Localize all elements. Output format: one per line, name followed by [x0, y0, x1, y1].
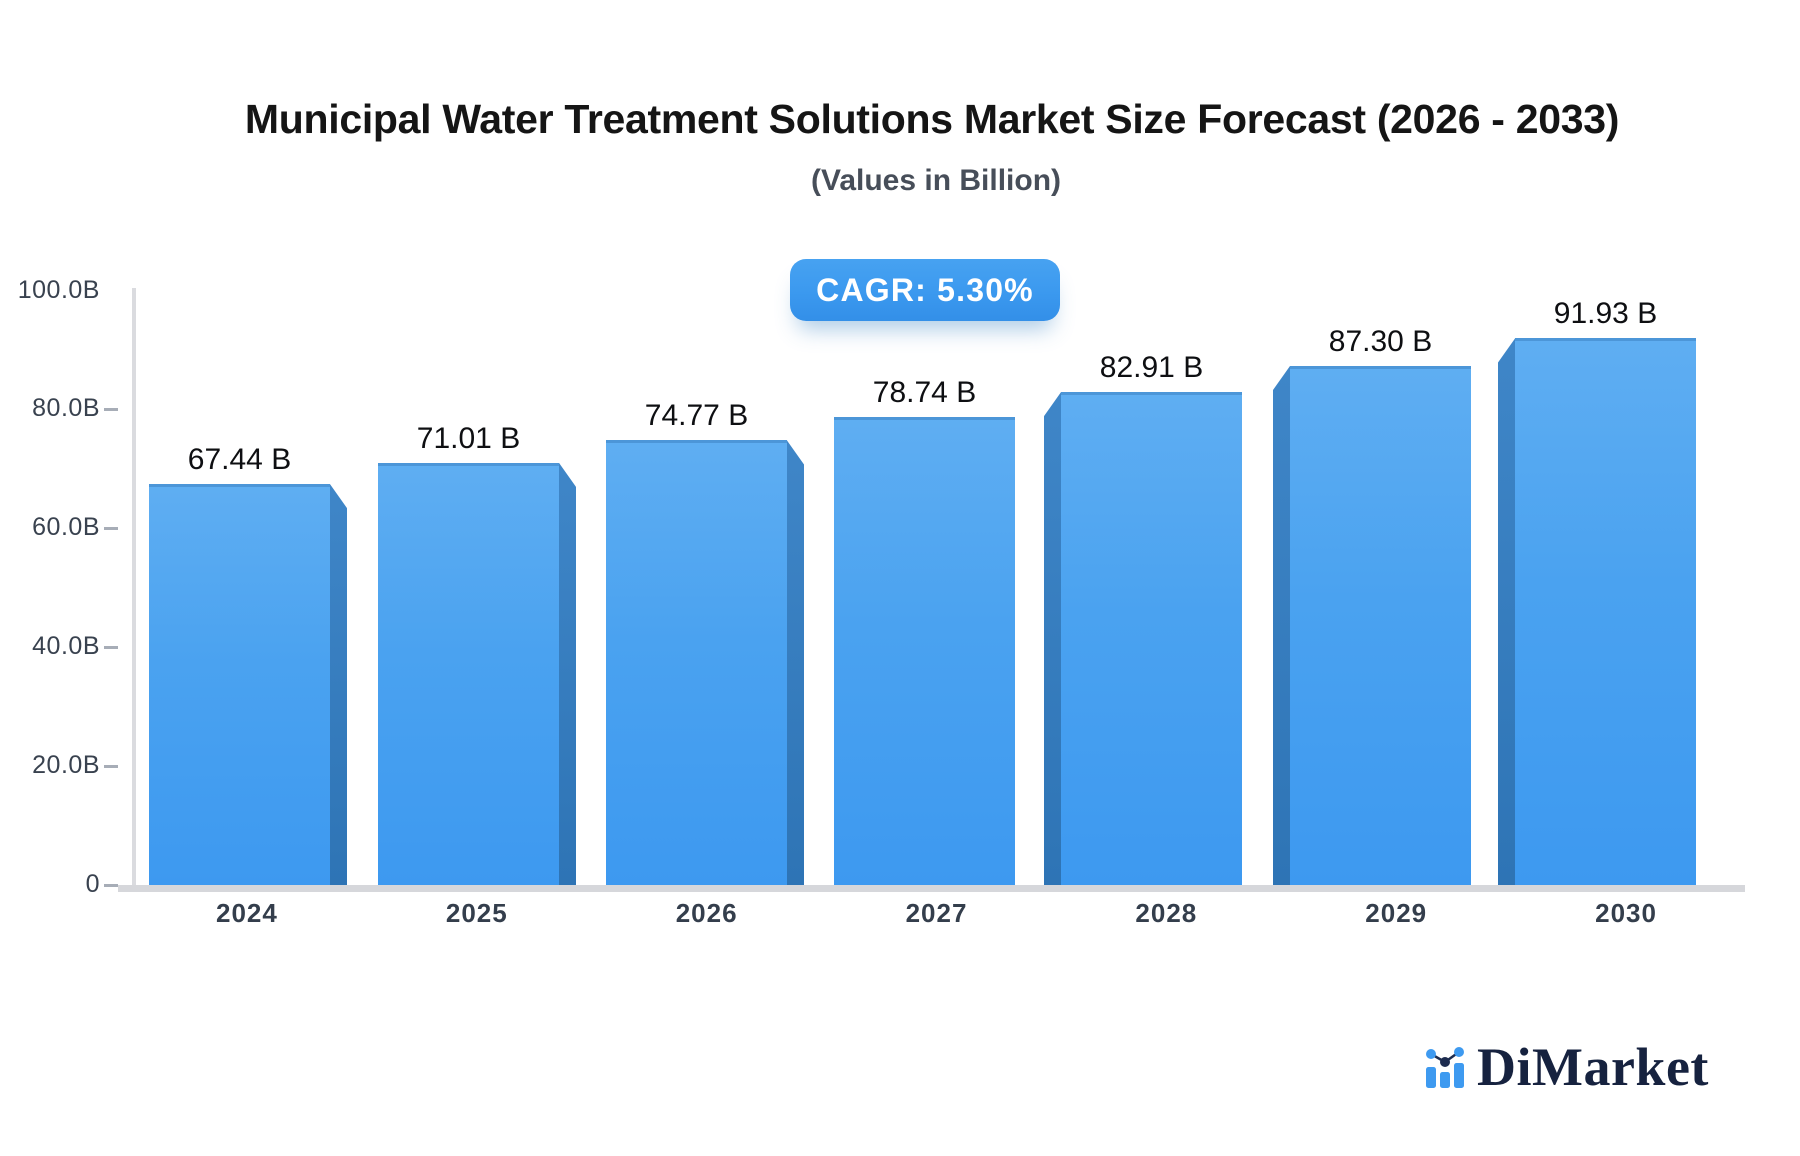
y-axis-tick	[104, 764, 118, 768]
chart-title: Municipal Water Treatment Solutions Mark…	[244, 96, 1620, 142]
y-axis-tick-label: 0	[85, 870, 100, 898]
bar-side-3d	[1498, 338, 1515, 885]
cagr-badge-label: CAGR: 5.30%	[816, 271, 1034, 308]
cagr-badge: CAGR: 5.30%	[790, 259, 1060, 321]
y-axis-tick-label: 20.0B	[32, 751, 100, 780]
y-axis-line	[132, 288, 136, 885]
bar-face-2027	[834, 416, 1015, 885]
bar-value-label: 91.93 B	[1553, 297, 1658, 331]
bar-value-label: 71.01 B	[416, 421, 521, 455]
brand-wordmark: DiMarket	[1477, 1037, 1709, 1097]
bar-value-label: 74.77 B	[644, 399, 749, 433]
y-axis-tick	[104, 407, 118, 411]
x-axis-category-label: 2025	[445, 898, 508, 928]
y-axis-tick	[104, 526, 118, 530]
brand-logo: DiMarket	[1423, 1038, 1709, 1094]
bar-value-label: 82.91 B	[1099, 351, 1204, 385]
bar-side-3d	[1273, 366, 1290, 885]
bar-side-3d	[787, 440, 804, 885]
bar-face-2028	[1061, 392, 1242, 885]
bar-side-3d	[330, 484, 347, 885]
x-axis-category-label: 2029	[1365, 898, 1428, 928]
x-axis-category-label: 2030	[1595, 898, 1657, 928]
x-axis-category-label: 2027	[905, 898, 968, 928]
bar-face-2030	[1515, 338, 1696, 885]
bar-value-label: 87.30 B	[1328, 325, 1433, 358]
y-axis-tick-label: 40.0B	[32, 632, 100, 661]
y-axis-tick-label: 60.0B	[32, 513, 100, 542]
y-axis-tick-label: 80.0B	[32, 394, 100, 423]
bar-face-2025	[378, 462, 559, 885]
y-axis-tick	[104, 645, 118, 649]
bar-value-label: 78.74 B	[872, 375, 977, 409]
x-axis-baseline	[118, 885, 1745, 892]
bar-face-2026	[606, 440, 787, 885]
y-axis-tick	[104, 883, 118, 887]
bar-side-3d	[559, 462, 576, 885]
bar-side-3d	[1044, 392, 1061, 885]
x-axis-category-label: 2026	[675, 898, 738, 928]
bar-chart-trend-icon	[1426, 1047, 1464, 1088]
y-axis-tick-label: 100.0B	[17, 275, 100, 304]
bar-value-label: 67.44 B	[187, 443, 292, 477]
bar-face-2029	[1290, 366, 1471, 885]
bar-face-2024	[149, 484, 330, 885]
x-axis-category-label: 2024	[216, 898, 278, 928]
x-axis-category-label: 2028	[1135, 898, 1198, 928]
chart-subtitle: (Values in Billion)	[810, 164, 1062, 197]
